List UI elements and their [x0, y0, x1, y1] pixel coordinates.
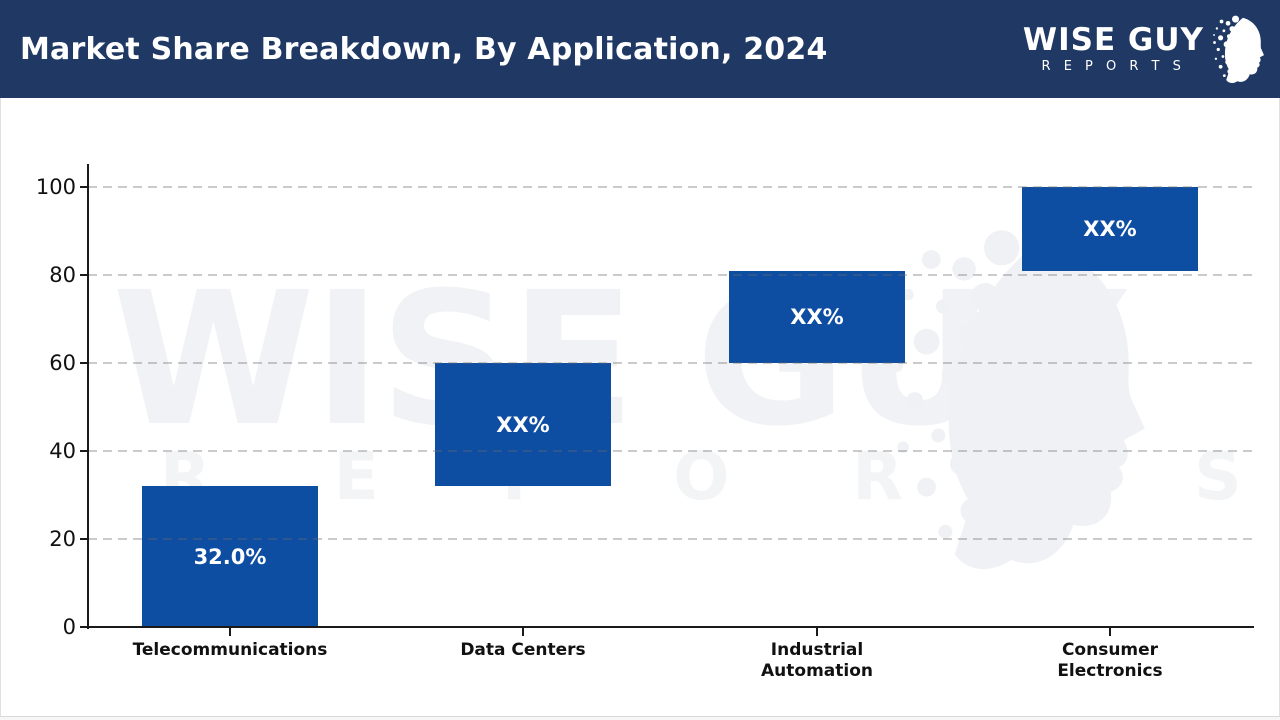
xcat-label-3: Industrial Automation [761, 640, 873, 682]
bottom-strip [0, 717, 1280, 720]
xcat-label-1: Telecommunications [132, 640, 328, 660]
ytick-label-60: 60 [49, 351, 76, 375]
ytick-mark-0 [80, 626, 88, 628]
header: Market Share Breakdown, By Application, … [0, 0, 1280, 98]
bar-value-label-consumer-electronics: XX% [1083, 216, 1137, 241]
xtick-mark-2 [522, 628, 524, 636]
xcat-label-2: Data Centers [460, 640, 586, 660]
ytick-label-80: 80 [49, 263, 76, 287]
bar-telecommunications: 32.0% [142, 486, 318, 627]
xtick-mark-4 [1109, 628, 1111, 636]
page-title: Market Share Breakdown, By Application, … [20, 31, 828, 67]
bar-consumer-electronics: XX% [1022, 187, 1198, 271]
bottom-divider [0, 716, 1280, 717]
gridline-100 [88, 186, 1253, 188]
gridline-80 [88, 274, 1253, 276]
ytick-mark-20 [80, 538, 88, 540]
ytick-label-0: 0 [62, 615, 76, 639]
bar-value-label-telecommunications: 32.0% [193, 544, 267, 569]
brand-logo: WISE GUY R E P O R T S [1023, 0, 1264, 98]
xtick-mark-3 [816, 628, 818, 636]
ytick-mark-80 [80, 274, 88, 276]
brand-head-icon [1213, 15, 1264, 84]
watermark-head-icon [889, 230, 1145, 570]
bar-value-label-data-centers: XX% [496, 412, 550, 437]
xcat-label-4: Consumer Electronics [1057, 640, 1163, 682]
ytick-label-100: 100 [35, 175, 76, 199]
bar-industrial-automation: XX% [729, 270, 905, 363]
xtick-mark-1 [229, 628, 231, 636]
y-axis [87, 164, 89, 629]
ytick-label-20: 20 [49, 527, 76, 551]
ytick-label-40: 40 [49, 439, 76, 463]
brand-wordmark: WISE GUY [1022, 22, 1204, 59]
bar-value-label-industrial-automation: XX% [790, 304, 844, 329]
brand-subtitle: R E P O R T S [1041, 58, 1186, 74]
ytick-mark-40 [80, 450, 88, 452]
gridline-20 [88, 538, 1253, 540]
ytick-mark-60 [80, 362, 88, 364]
gridline-60 [88, 362, 1253, 364]
ytick-mark-100 [80, 186, 88, 188]
bar-data-centers: XX% [435, 363, 611, 487]
gridline-40 [88, 450, 1253, 452]
x-axis [87, 626, 1254, 628]
